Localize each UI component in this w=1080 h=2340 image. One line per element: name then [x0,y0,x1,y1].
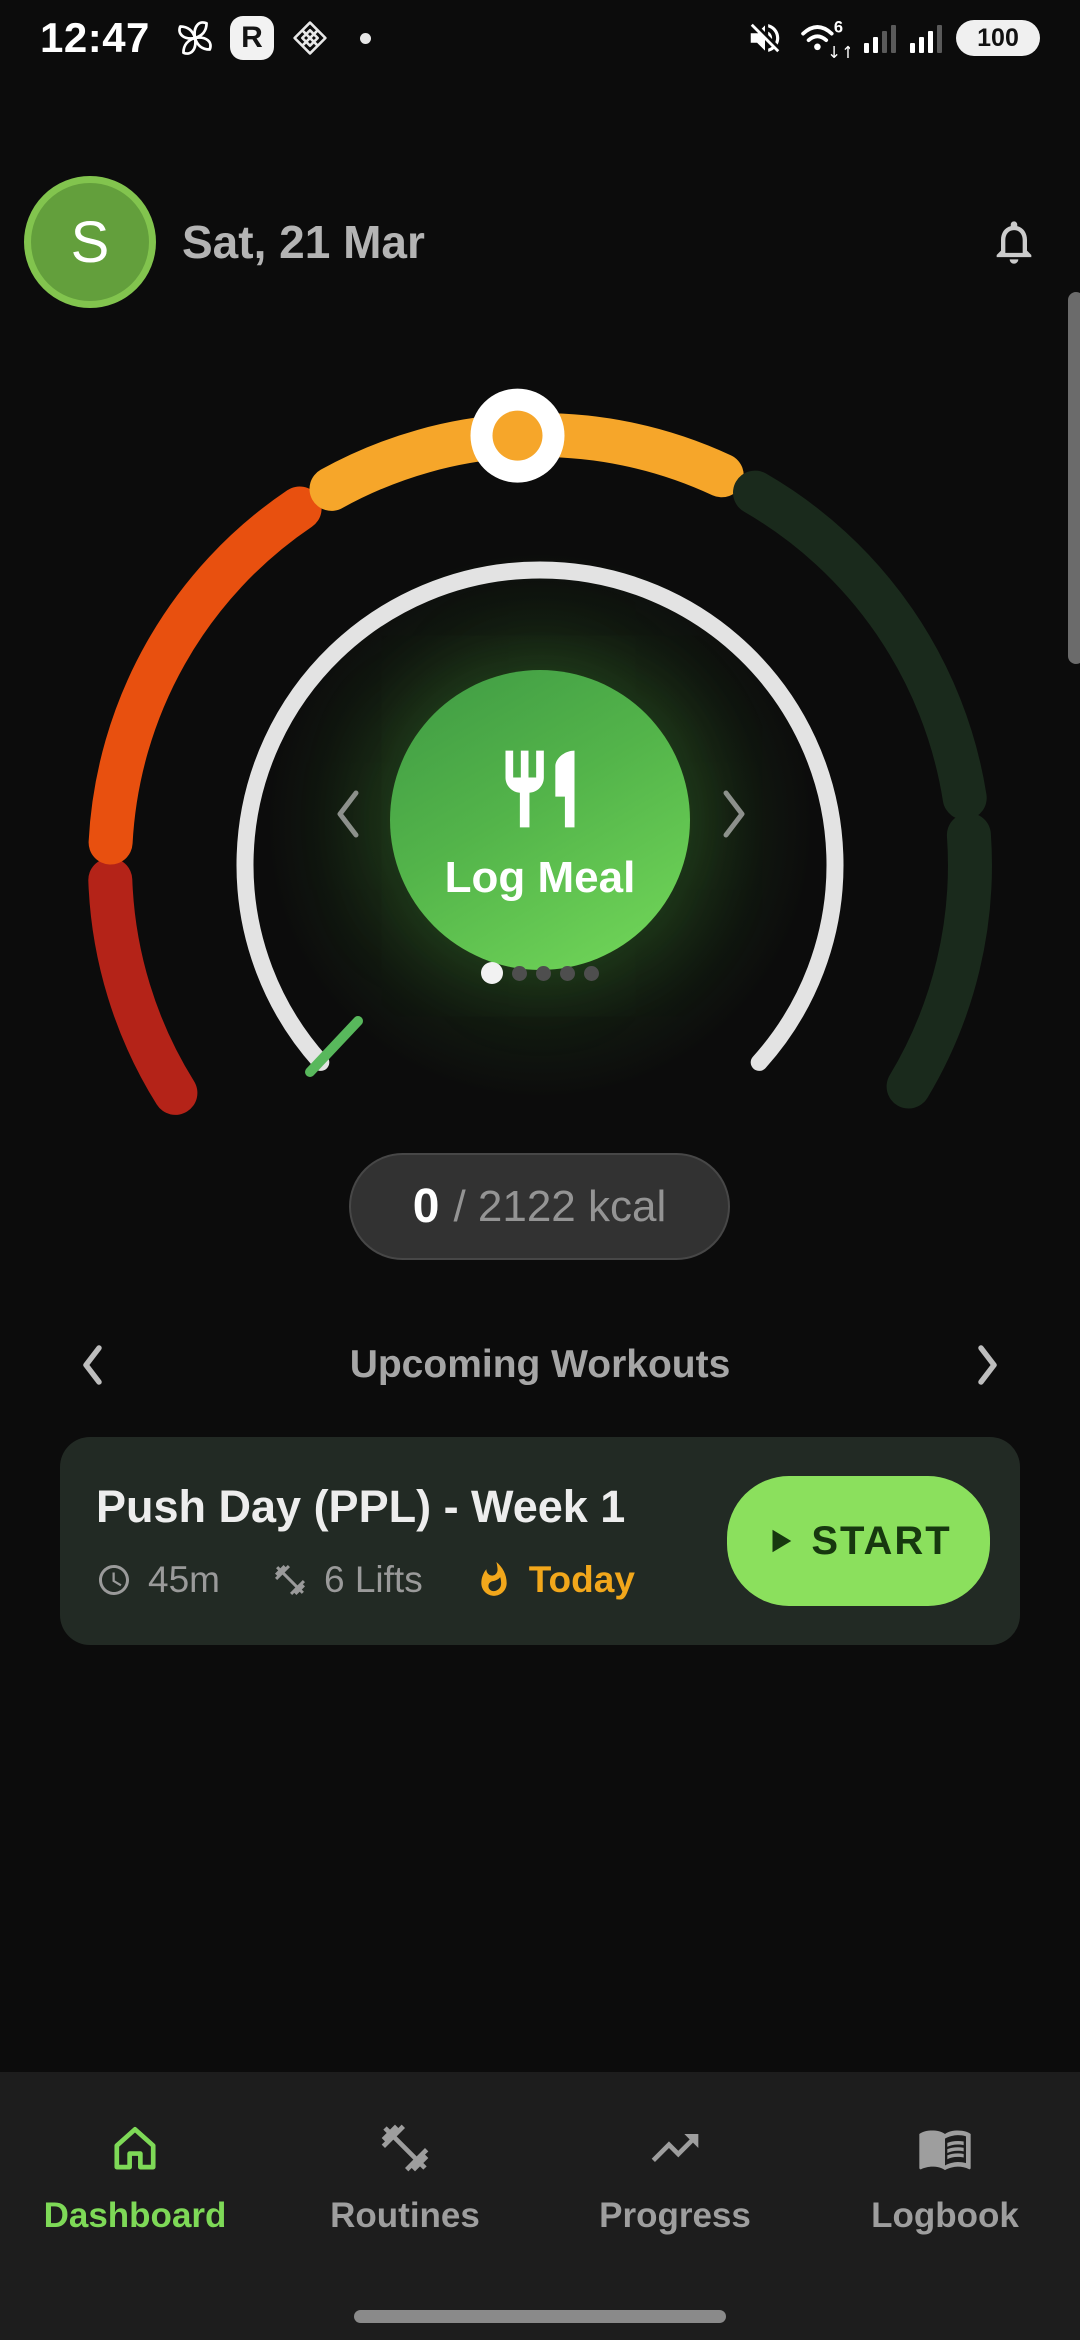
log-meal-label: Log Meal [444,853,636,902]
trending-up-icon [647,2120,703,2176]
signal-icon [864,23,896,53]
nav-label: Routines [330,2196,480,2235]
home-icon [107,2120,163,2176]
pagination-dot-active[interactable] [481,962,503,984]
status-bar: 12:47 R [0,0,1080,76]
gauge-segment-orange-red [88,486,322,865]
gauge-track [236,561,844,1071]
bottom-nav: Dashboard Routines Progress [0,2072,1080,2340]
workout-exercises: 6 Lifts [323,1559,423,1600]
nav-item-routines[interactable]: Routines [270,2072,540,2236]
diamond-icon [288,16,332,60]
header: S Sat, 21 Mar [0,176,1080,308]
mute-icon [746,19,784,57]
start-label: START [811,1518,952,1563]
dumbbell-icon [377,2120,433,2176]
carousel-prev-icon[interactable] [330,784,366,844]
app-r-icon: R [229,16,274,60]
pagination-dot[interactable] [584,965,599,981]
clock-time: 12:47 [40,14,150,61]
calorie-gauge [88,388,992,1115]
calories-consumed: 0 [412,1180,440,1233]
wifi6-icon: 6 ↓↑ [798,16,850,60]
nav-label: Progress [599,2196,751,2235]
restaurant-icon [494,743,586,835]
scrollbar-thumb[interactable] [1068,292,1080,664]
svg-text:↓↑: ↓↑ [827,43,850,60]
nav-label: Logbook [871,2196,1019,2235]
notification-dot [359,32,371,44]
gauge-segment-dark-green-2 [886,813,992,1109]
start-workout-button[interactable]: START [727,1476,990,1606]
avatar[interactable]: S [24,176,156,308]
pagination-dot[interactable] [512,965,527,981]
goal-tick [305,1016,363,1077]
carousel-pagination [0,962,1080,984]
workout-schedule: Today [528,1559,635,1600]
workout-card[interactable]: Push Day (PPL) - Week 1 45m 6 Lifts [60,1437,1020,1645]
flame-icon [475,1561,513,1599]
section-title: Upcoming Workouts [349,1343,731,1386]
pagination-dot[interactable] [560,965,575,981]
clock-icon [96,1562,132,1598]
workout-title: Push Day (PPL) - Week 1 [96,1481,626,1532]
gauge-segment-dark-green-1 [733,470,987,820]
gauge-knob-center [492,410,543,461]
play-icon [772,1529,792,1553]
nav-item-logbook[interactable]: Logbook [810,2072,1080,2236]
battery-icon: 100 [956,20,1040,56]
nav-item-progress[interactable]: Progress [540,2072,810,2236]
workout-duration: 45m [148,1559,220,1600]
log-meal-button[interactable]: Log Meal [390,670,690,970]
nav-item-dashboard[interactable]: Dashboard [0,2072,270,2236]
pagination-dot[interactable] [536,965,551,981]
workouts-prev-icon[interactable] [78,1341,106,1389]
pinwheel-icon [174,17,216,59]
gauge-segment-dark-red [88,858,198,1115]
calorie-summary-pill[interactable]: 0 / 2122 kcal [349,1153,730,1260]
bell-icon[interactable] [988,216,1040,268]
workouts-next-icon[interactable] [974,1341,1002,1389]
dumbbell-icon [272,1562,308,1598]
page-title-date: Sat, 21 Mar [182,216,425,268]
book-icon [917,2120,973,2176]
nav-label: Dashboard [43,2196,227,2235]
svg-text:6: 6 [834,19,843,37]
upcoming-workouts-header: Upcoming Workouts [0,1330,1080,1400]
signal-icon-2 [910,23,942,53]
calories-goal: / 2122 kcal [453,1181,667,1231]
carousel-next-icon[interactable] [716,784,752,844]
gesture-handle[interactable] [354,2310,726,2323]
